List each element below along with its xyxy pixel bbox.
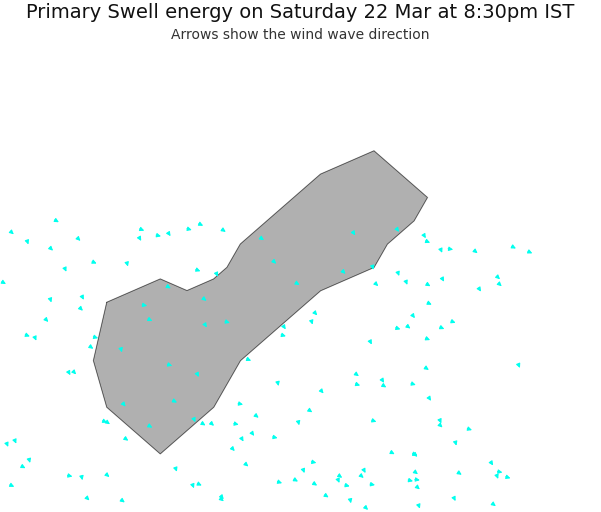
Text: Primary Swell energy on Saturday 22 Mar at 8:30pm IST: Primary Swell energy on Saturday 22 Mar … xyxy=(26,4,575,23)
Text: Arrows show the wind wave direction: Arrows show the wind wave direction xyxy=(171,28,430,41)
Polygon shape xyxy=(94,151,427,454)
